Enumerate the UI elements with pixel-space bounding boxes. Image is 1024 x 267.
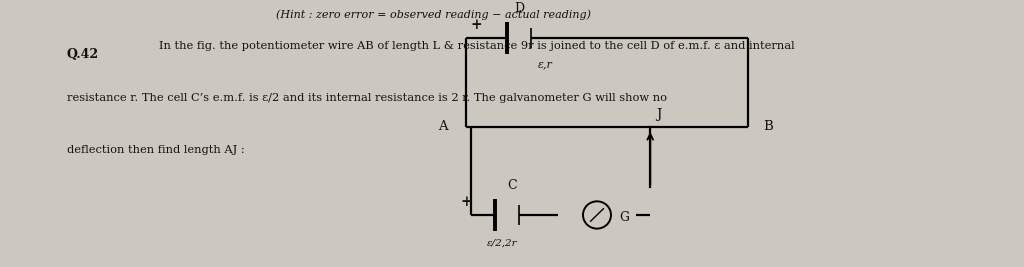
Text: In the fig. the potentiometer wire AB of length L & resistance 9r is joined to t: In the fig. the potentiometer wire AB of…	[159, 41, 795, 51]
Text: +: +	[470, 18, 482, 32]
Text: deflection then find length AJ :: deflection then find length AJ :	[67, 145, 244, 155]
Text: J: J	[656, 108, 662, 121]
Text: ε/2,2r: ε/2,2r	[486, 238, 517, 248]
Text: B: B	[763, 120, 773, 133]
Text: C: C	[507, 179, 517, 191]
Text: A: A	[438, 120, 447, 133]
Text: +: +	[460, 195, 472, 209]
Text: Q.42: Q.42	[67, 48, 98, 61]
Text: (Hint : zero error = observed reading − actual reading): (Hint : zero error = observed reading − …	[276, 9, 592, 20]
Text: D: D	[514, 2, 524, 15]
Text: ε,r: ε,r	[538, 59, 553, 69]
Text: G: G	[620, 211, 629, 224]
Text: resistance r. The cell C’s e.m.f. is ε/2 and its internal resistance is 2 r. The: resistance r. The cell C’s e.m.f. is ε/2…	[67, 93, 667, 103]
